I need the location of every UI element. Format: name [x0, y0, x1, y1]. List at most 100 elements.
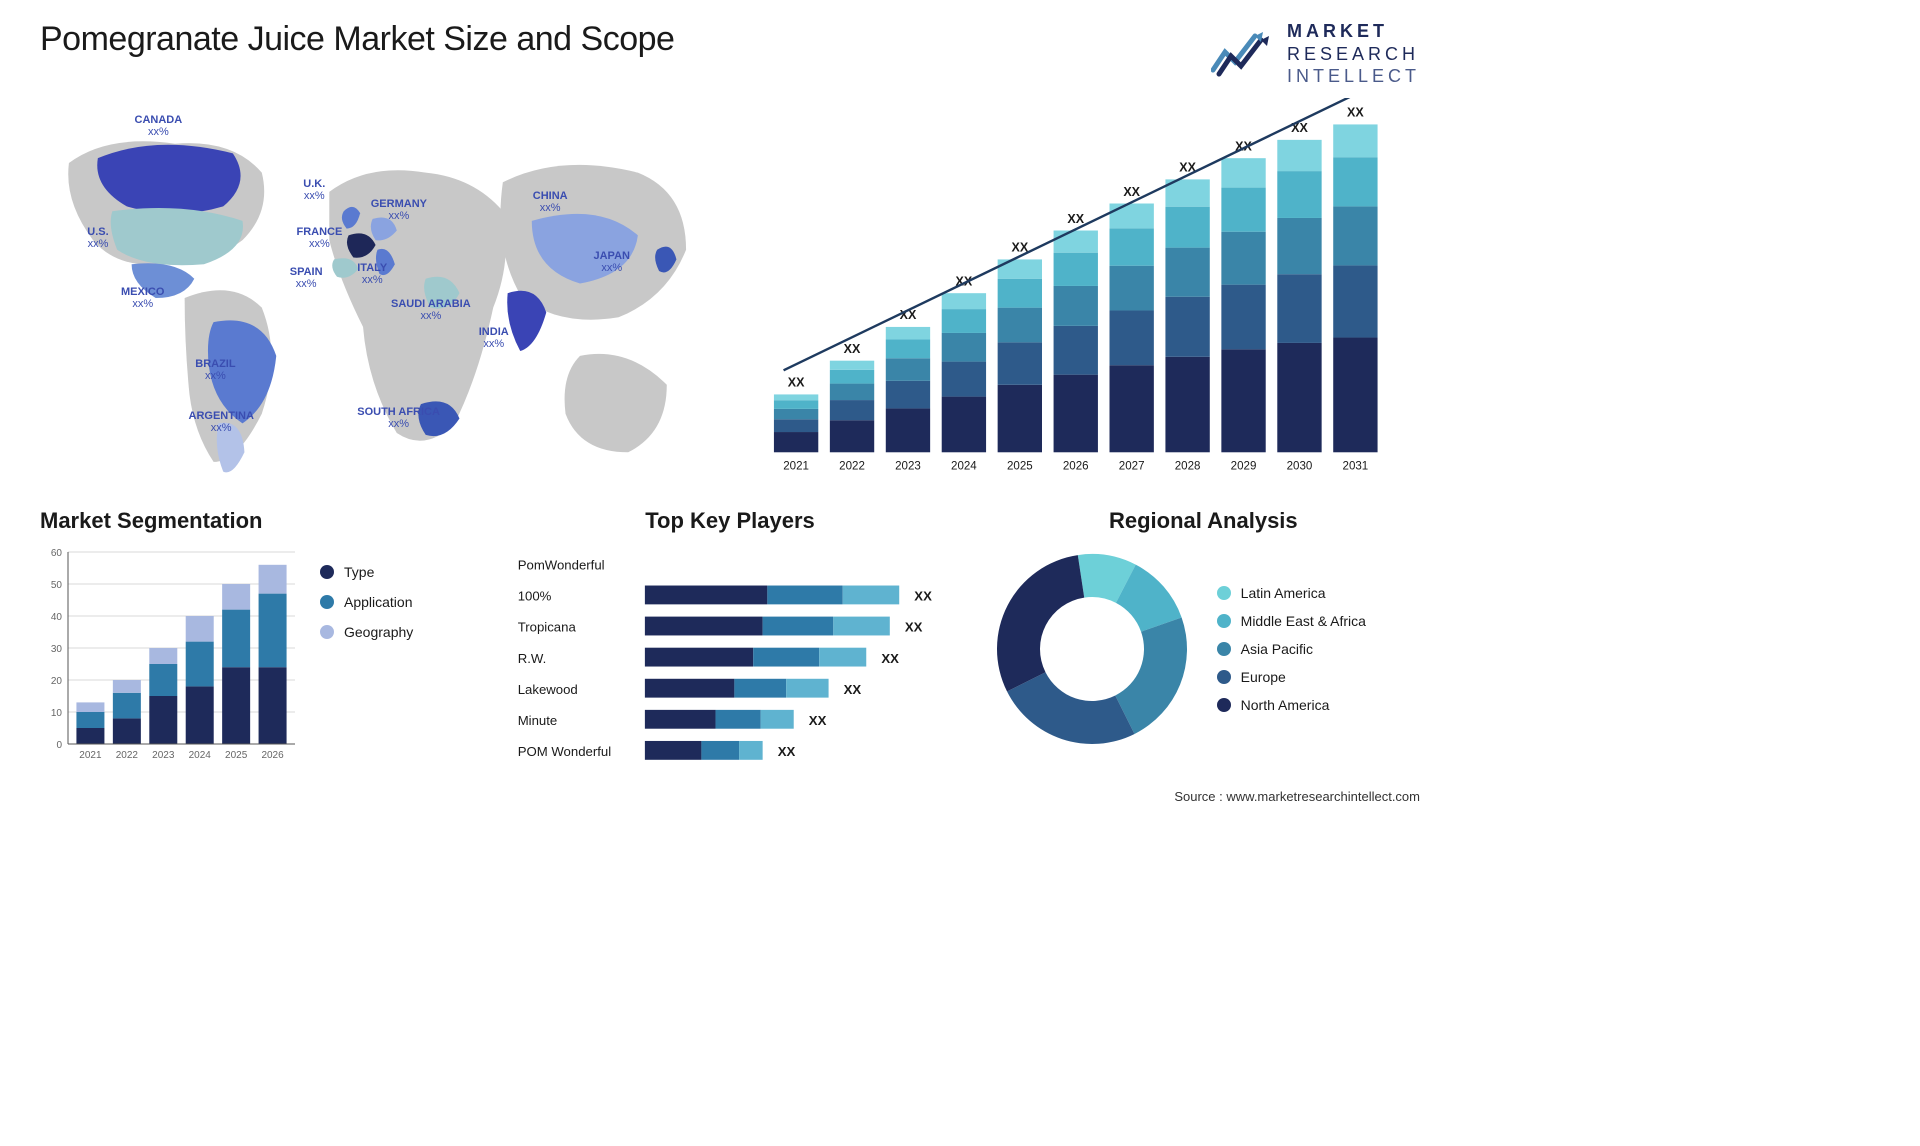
map-label-saudiarabia: SAUDI ARABIAxx%: [391, 298, 471, 323]
seg-ytick: 20: [51, 676, 63, 687]
segmentation-chart: 0102030405060 202120222023202420252026: [40, 544, 300, 764]
segmentation-panel: Market Segmentation 0102030405060 202120…: [40, 508, 473, 779]
donut-slice-2: [1115, 617, 1187, 733]
growth-year-2021: 2021: [783, 460, 809, 472]
growth-bar-2028-3: [1165, 206, 1209, 247]
growth-bar-2026-4: [1054, 230, 1098, 252]
player-bar-5-2: [761, 709, 794, 728]
growth-val-2021: XX: [788, 375, 805, 389]
player-bar-2-1: [763, 616, 834, 635]
donut-slice-3: [1007, 672, 1134, 744]
player-name-5: Minute: [518, 712, 558, 727]
growth-bar-2027-3: [1110, 228, 1154, 265]
seg-bar-2026-application: [259, 593, 287, 667]
growth-chart-panel: XX2021XX2022XX2023XX2024XX2025XX2026XX20…: [745, 98, 1420, 498]
player-bar-1-2: [843, 585, 900, 604]
logo-icon: [1211, 30, 1275, 78]
growth-bar-2022-3: [830, 369, 874, 383]
growth-bar-2024-1: [942, 361, 986, 396]
seg-legend-type: Type: [320, 564, 413, 580]
source-text: Source : www.marketresearchintellect.com: [1174, 789, 1420, 804]
seg-year-2025: 2025: [225, 750, 248, 761]
country-usa: [111, 208, 243, 265]
growth-bar-2030-1: [1277, 274, 1321, 343]
player-name-4: Lakewood: [518, 681, 578, 696]
growth-val-2027: XX: [1123, 184, 1140, 198]
region-legend-middle-east---africa: Middle East & Africa: [1217, 613, 1366, 629]
player-val-3: XX: [882, 650, 900, 665]
growth-bar-2021-2: [774, 408, 818, 418]
region-legend-north-america: North America: [1217, 697, 1366, 713]
growth-bar-2029-2: [1221, 231, 1265, 284]
map-label-canada: CANADAxx%: [135, 114, 183, 139]
donut-slice-4: [997, 555, 1084, 691]
growth-bar-2021-1: [774, 419, 818, 432]
player-val-6: XX: [778, 744, 796, 759]
seg-ytick: 60: [51, 548, 63, 559]
growth-val-2031: XX: [1347, 105, 1364, 119]
growth-year-2025: 2025: [1007, 460, 1033, 472]
world-map-panel: CANADAxx%U.S.xx%MEXICOxx%BRAZILxx%ARGENT…: [40, 98, 715, 498]
logo-text-1: MARKET: [1287, 20, 1420, 43]
players-title: Top Key Players: [513, 508, 946, 534]
regional-donut: [987, 544, 1197, 754]
growth-year-2028: 2028: [1175, 460, 1201, 472]
map-label-india: INDIAxx%: [479, 326, 509, 351]
map-label-southafrica: SOUTH AFRICAxx%: [357, 406, 440, 431]
player-bar-2-0: [645, 616, 763, 635]
seg-ytick: 10: [51, 708, 63, 719]
growth-val-2022: XX: [844, 341, 861, 355]
map-label-germany: GERMANYxx%: [371, 198, 427, 223]
growth-bar-2023-4: [886, 326, 930, 339]
growth-bar-2031-0: [1333, 337, 1377, 452]
growth-bar-2022-4: [830, 360, 874, 369]
logo-text-3: INTELLECT: [1287, 65, 1420, 88]
map-label-argentina: ARGENTINAxx%: [189, 410, 254, 435]
seg-ytick: 40: [51, 612, 63, 623]
map-label-uk: U.K.xx%: [303, 178, 325, 203]
growth-year-2026: 2026: [1063, 460, 1089, 472]
player-bar-2-2: [834, 616, 891, 635]
seg-ytick: 50: [51, 580, 63, 591]
growth-chart: XX2021XX2022XX2023XX2024XX2025XX2026XX20…: [745, 98, 1420, 498]
seg-bar-2025-application: [222, 609, 250, 667]
growth-year-2029: 2029: [1231, 460, 1257, 472]
growth-bar-2025-3: [998, 278, 1042, 307]
logo-text-2: RESEARCH: [1287, 43, 1420, 66]
page-title: Pomegranate Juice Market Size and Scope: [40, 20, 674, 59]
growth-bar-2028-2: [1165, 247, 1209, 296]
growth-bar-2030-3: [1277, 171, 1321, 218]
growth-year-2031: 2031: [1343, 460, 1369, 472]
growth-bar-2021-4: [774, 394, 818, 400]
growth-bar-2030-2: [1277, 217, 1321, 273]
player-name-3: R.W.: [518, 650, 547, 665]
player-bar-1-0: [645, 585, 767, 604]
growth-bar-2029-1: [1221, 284, 1265, 349]
players-chart: PomWonderful100%TropicanaR.W.LakewoodMin…: [513, 544, 946, 774]
player-bar-1-1: [768, 585, 843, 604]
growth-bar-2023-2: [886, 358, 930, 381]
growth-year-2022: 2022: [839, 460, 865, 472]
growth-bar-2027-1: [1110, 310, 1154, 365]
growth-bar-2029-0: [1221, 349, 1265, 452]
seg-bar-2024-application: [186, 641, 214, 686]
growth-year-2023: 2023: [895, 460, 921, 472]
map-label-brazil: BRAZILxx%: [195, 358, 235, 383]
growth-bar-2027-4: [1110, 203, 1154, 228]
growth-year-2027: 2027: [1119, 460, 1145, 472]
growth-bar-2028-1: [1165, 296, 1209, 356]
regional-title: Regional Analysis: [987, 508, 1420, 534]
players-panel: Top Key Players PomWonderful100%Tropican…: [513, 508, 946, 779]
map-label-france: FRANCExx%: [297, 226, 343, 251]
region-legend-asia-pacific: Asia Pacific: [1217, 641, 1366, 657]
player-bar-4-2: [787, 678, 829, 697]
regional-panel: Regional Analysis Latin AmericaMiddle Ea…: [987, 508, 1420, 779]
seg-year-2024: 2024: [189, 750, 212, 761]
seg-year-2026: 2026: [261, 750, 284, 761]
seg-ytick: 30: [51, 644, 63, 655]
seg-bar-2026-type: [259, 667, 287, 744]
growth-bar-2026-0: [1054, 374, 1098, 452]
growth-bar-2026-1: [1054, 325, 1098, 374]
player-bar-4-0: [645, 678, 734, 697]
regional-legend: Latin AmericaMiddle East & AfricaAsia Pa…: [1217, 585, 1366, 713]
